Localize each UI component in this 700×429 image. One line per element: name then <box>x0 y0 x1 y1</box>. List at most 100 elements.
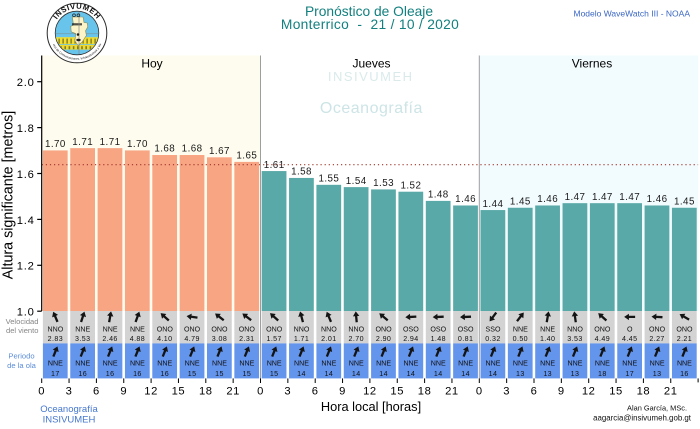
svg-text:4.45: 4.45 <box>622 335 637 343</box>
svg-text:NNE: NNE <box>568 359 583 367</box>
svg-text:NNE: NNE <box>677 359 692 367</box>
svg-text:6: 6 <box>531 385 538 397</box>
svg-text:ONO: ONO <box>375 325 392 333</box>
svg-text:Velocidad: Velocidad <box>6 317 39 326</box>
svg-text:12: 12 <box>144 385 158 397</box>
svg-text:2.21: 2.21 <box>677 335 692 343</box>
svg-text:NNE: NNE <box>75 359 90 367</box>
svg-text:2.83: 2.83 <box>48 335 63 343</box>
svg-text:NNO: NNO <box>294 325 310 333</box>
svg-text:12: 12 <box>363 385 377 397</box>
svg-text:1.57: 1.57 <box>266 335 281 343</box>
svg-text:2.46: 2.46 <box>102 335 117 343</box>
svg-text:1.53: 1.53 <box>373 178 394 189</box>
svg-text:SSO: SSO <box>485 325 500 333</box>
svg-text:6: 6 <box>93 385 100 397</box>
svg-text:1.8: 1.8 <box>17 123 35 135</box>
svg-text:3: 3 <box>284 385 291 397</box>
svg-text:4.79: 4.79 <box>184 335 199 343</box>
svg-text:NNE: NNE <box>130 359 145 367</box>
svg-text:Jueves: Jueves <box>352 56 390 70</box>
svg-text:OSO: OSO <box>430 325 446 333</box>
svg-text:4.49: 4.49 <box>595 335 610 343</box>
svg-text:15: 15 <box>242 370 251 378</box>
svg-text:1.46: 1.46 <box>455 194 476 205</box>
svg-text:18: 18 <box>637 385 651 397</box>
svg-text:NNE: NNE <box>157 359 172 367</box>
svg-text:13: 13 <box>516 370 525 378</box>
svg-text:1.55: 1.55 <box>318 174 339 185</box>
svg-text:de la ola: de la ola <box>7 361 36 370</box>
svg-text:3: 3 <box>503 385 510 397</box>
svg-text:0: 0 <box>476 385 483 397</box>
svg-text:NNE: NNE <box>431 359 446 367</box>
svg-text:NNE: NNE <box>212 359 227 367</box>
svg-text:1.48: 1.48 <box>431 335 446 343</box>
svg-text:NNE: NNE <box>267 359 282 367</box>
svg-text:16: 16 <box>106 370 115 378</box>
svg-text:14: 14 <box>379 370 388 378</box>
svg-text:18: 18 <box>598 370 607 378</box>
svg-text:1.71: 1.71 <box>72 137 93 148</box>
svg-text:Hora local [horas]: Hora local [horas] <box>321 399 421 414</box>
svg-text:NNE: NNE <box>185 359 200 367</box>
svg-text:1.70: 1.70 <box>127 139 148 150</box>
svg-text:1.40: 1.40 <box>540 335 555 343</box>
svg-text:Periodo: Periodo <box>8 352 34 361</box>
svg-text:1.45: 1.45 <box>674 196 695 207</box>
svg-text:2.0: 2.0 <box>17 77 35 89</box>
svg-text:OSO: OSO <box>458 325 474 333</box>
svg-text:NNE: NNE <box>458 359 473 367</box>
svg-text:ONO: ONO <box>676 325 693 333</box>
svg-text:1.2: 1.2 <box>17 261 35 273</box>
svg-text:NNE: NNE <box>376 359 391 367</box>
svg-text:2.94: 2.94 <box>403 335 418 343</box>
svg-text:14: 14 <box>325 370 334 378</box>
svg-text:1.45: 1.45 <box>510 196 531 207</box>
svg-text:NNO: NNO <box>47 325 63 333</box>
svg-text:INSIVUMEH: INSIVUMEH <box>43 415 96 425</box>
svg-text:ONO: ONO <box>184 325 201 333</box>
svg-text:Hoy: Hoy <box>141 56 162 70</box>
svg-text:4.10: 4.10 <box>157 335 172 343</box>
svg-text:12: 12 <box>582 385 596 397</box>
svg-text:O: O <box>627 325 633 333</box>
svg-text:14: 14 <box>461 370 470 378</box>
svg-text:16: 16 <box>78 370 87 378</box>
svg-text:aagarcia@insivumeh.gob.gt: aagarcia@insivumeh.gob.gt <box>593 414 692 423</box>
svg-text:0.32: 0.32 <box>485 335 500 343</box>
svg-text:NNE: NNE <box>48 359 63 367</box>
svg-text:6: 6 <box>312 385 319 397</box>
svg-text:NNE: NNE <box>130 325 145 333</box>
svg-text:15: 15 <box>270 370 279 378</box>
svg-text:ONO: ONO <box>649 325 666 333</box>
svg-text:18: 18 <box>199 385 213 397</box>
svg-text:1.46: 1.46 <box>537 194 558 205</box>
svg-text:1.47: 1.47 <box>565 192 586 203</box>
svg-text:ONO: ONO <box>239 325 256 333</box>
svg-text:NNE: NNE <box>540 325 555 333</box>
svg-text:2.27: 2.27 <box>649 335 664 343</box>
svg-text:1.44: 1.44 <box>483 199 504 210</box>
svg-text:NNE: NNE <box>513 325 528 333</box>
svg-text:14: 14 <box>434 370 443 378</box>
svg-text:1.71: 1.71 <box>294 335 309 343</box>
svg-text:NNO: NNO <box>567 325 583 333</box>
svg-text:13: 13 <box>571 370 580 378</box>
svg-text:Oceanografía: Oceanografía <box>40 404 98 415</box>
svg-text:NNE: NNE <box>103 359 118 367</box>
svg-text:0.81: 0.81 <box>458 335 473 343</box>
svg-text:1.65: 1.65 <box>236 151 257 162</box>
svg-text:NNE: NNE <box>403 359 418 367</box>
svg-text:NNE: NNE <box>321 359 336 367</box>
svg-text:9: 9 <box>339 385 346 397</box>
svg-text:14: 14 <box>489 370 498 378</box>
svg-text:1.58: 1.58 <box>291 167 312 178</box>
svg-text:0: 0 <box>38 385 45 397</box>
svg-text:1.6: 1.6 <box>17 169 35 181</box>
svg-text:21: 21 <box>226 385 240 397</box>
svg-text:15: 15 <box>172 385 186 397</box>
svg-text:3: 3 <box>66 385 73 397</box>
svg-text:ONO: ONO <box>157 325 174 333</box>
svg-text:NNE: NNE <box>622 359 637 367</box>
